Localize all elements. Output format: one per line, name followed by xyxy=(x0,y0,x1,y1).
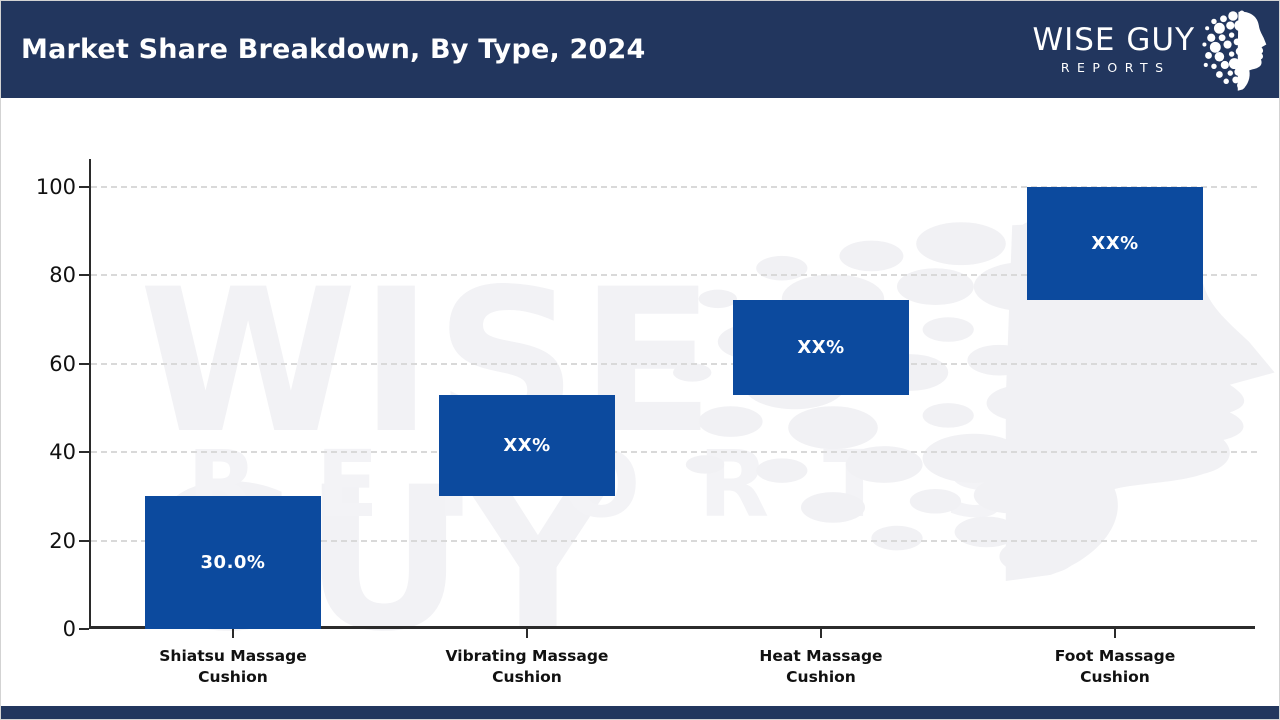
gridline xyxy=(91,362,1257,365)
bar: 30.0% xyxy=(145,496,321,629)
x-axis-category-label: Heat Massage Cushion xyxy=(691,646,951,688)
page-title: Market Share Breakdown, By Type, 2024 xyxy=(21,34,646,65)
bar-value-label: XX% xyxy=(1091,232,1139,254)
category-label-line2: Cushion xyxy=(198,667,268,686)
y-tick-mark xyxy=(79,186,89,188)
y-tick-mark xyxy=(79,274,89,277)
x-tick-mark xyxy=(820,629,822,638)
x-tick-mark xyxy=(526,629,528,638)
category-label-line1: Vibrating Massage xyxy=(445,647,609,665)
y-axis-tick-label: 80 xyxy=(49,263,76,288)
logo-text: WISE GUY REPORTS xyxy=(1032,21,1195,75)
bar: XX% xyxy=(439,394,615,497)
gridline xyxy=(91,539,1257,542)
logo-tagline: REPORTS xyxy=(1060,59,1171,75)
category-label-line1: Heat Massage xyxy=(759,647,883,665)
category-label-line1: Foot Massage xyxy=(1054,647,1176,665)
bar-value-label: 30.0% xyxy=(200,552,266,574)
category-label-line1: Shiatsu Massage xyxy=(159,647,307,665)
y-axis-tick-label: 100 xyxy=(35,175,76,199)
y-tick-mark xyxy=(79,362,89,365)
bar: XX% xyxy=(1027,187,1203,300)
y-axis-tick-label: 20 xyxy=(49,528,76,553)
bar: XX% xyxy=(733,299,909,395)
x-tick-mark xyxy=(232,629,234,638)
y-tick-mark xyxy=(79,451,89,454)
gridline xyxy=(91,274,1257,277)
dotted-face-icon xyxy=(1199,9,1267,91)
footer-bar xyxy=(1,706,1279,719)
x-axis-category-label: Shiatsu Massage Cushion xyxy=(103,646,363,688)
y-tick-mark xyxy=(79,539,89,542)
wise-guy-reports-logo: WISE GUY REPORTS xyxy=(1032,9,1267,91)
gridline xyxy=(91,186,1257,188)
x-axis-category-label: Foot Massage Cushion xyxy=(985,646,1245,688)
y-axis-tick-label: 60 xyxy=(49,351,76,376)
plot-area: 0 20 40 60 80 100 30.0% Shiatsu Massage Cushion X… xyxy=(36,159,1257,686)
header-bar: Market Share Breakdown, By Type, 2024 WI… xyxy=(1,1,1279,98)
bar-value-label: XX% xyxy=(503,435,551,457)
logo-name: WISE GUY xyxy=(1032,21,1195,58)
x-tick-mark xyxy=(1114,629,1116,638)
y-axis-tick-label: 0 xyxy=(62,617,76,641)
category-label-line2: Cushion xyxy=(786,667,856,686)
y-tick-mark xyxy=(79,628,89,630)
category-label-line2: Cushion xyxy=(1080,667,1150,686)
gridline xyxy=(91,451,1257,454)
bar-value-label: XX% xyxy=(797,336,845,358)
y-axis-tick-label: 40 xyxy=(49,440,76,465)
category-label-line2: Cushion xyxy=(492,667,562,686)
x-axis-category-label: Vibrating Massage Cushion xyxy=(397,646,657,688)
